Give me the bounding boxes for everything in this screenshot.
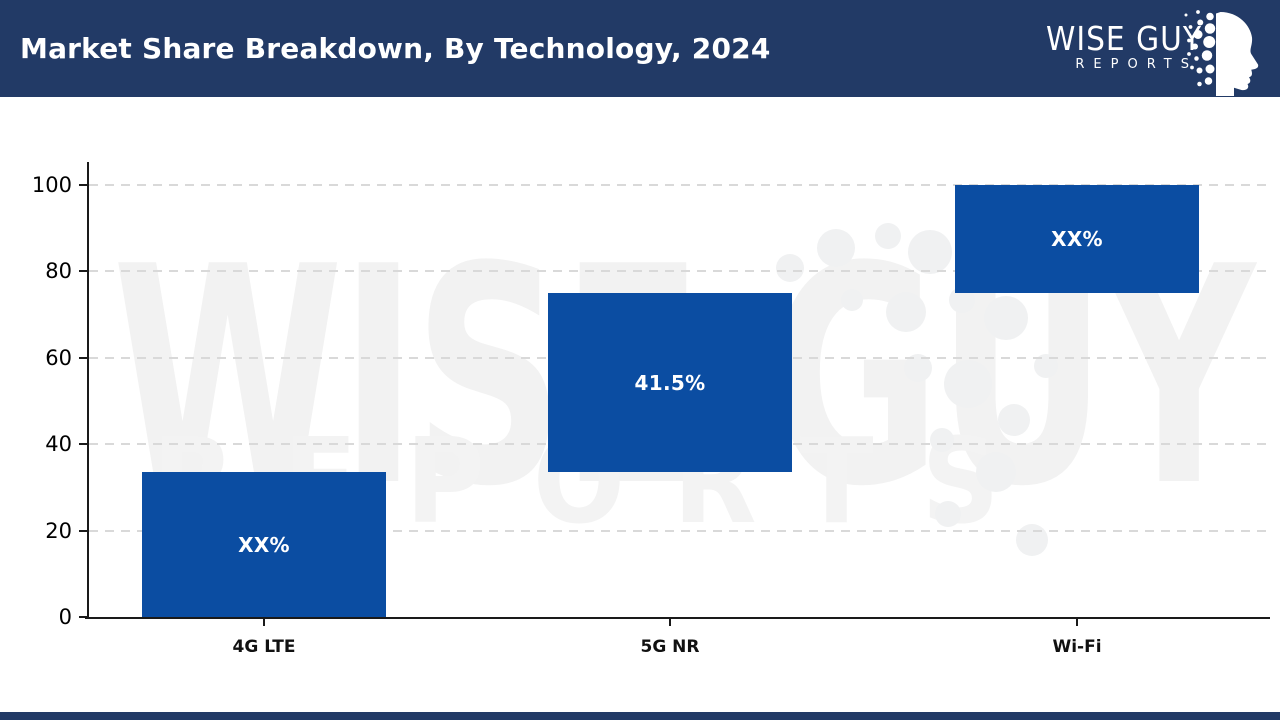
logo-face-icon bbox=[1184, 10, 1259, 96]
bar-value-label: 41.5% bbox=[634, 370, 706, 395]
bar-value-label: XX% bbox=[238, 532, 290, 557]
logo-wordmark: WISE GUY bbox=[1045, 19, 1202, 58]
y-tick-80 bbox=[79, 270, 87, 273]
y-tick-40 bbox=[79, 443, 87, 446]
y-tick-0 bbox=[79, 616, 87, 618]
x-tick-label-2: Wi-Fi bbox=[1052, 637, 1102, 657]
x-tick-label-1: 5G NR bbox=[640, 637, 700, 657]
gridline-80 bbox=[89, 270, 1268, 273]
page-title: Market Share Breakdown, By Technology, 2… bbox=[20, 32, 771, 65]
y-tick-label-20: 20 bbox=[45, 518, 72, 543]
x-axis-line bbox=[85, 617, 1270, 619]
y-tick-label-60: 60 bbox=[45, 345, 72, 370]
y-tick-20 bbox=[79, 529, 87, 532]
header-banner: Market Share Breakdown, By Technology, 2… bbox=[0, 0, 1280, 97]
x-tick-0 bbox=[263, 619, 265, 626]
y-tick-100 bbox=[79, 184, 87, 186]
y-tick-label-80: 80 bbox=[45, 259, 72, 284]
x-tick-label-0: 4G LTE bbox=[232, 637, 296, 657]
footer-bar bbox=[0, 712, 1280, 720]
y-axis-line bbox=[87, 162, 89, 619]
bar-4g-lte: XX% bbox=[142, 472, 386, 617]
gridline-20 bbox=[89, 529, 1268, 532]
y-tick-label-40: 40 bbox=[45, 432, 72, 457]
y-tick-label-0: 0 bbox=[58, 605, 72, 629]
y-tick-label-100: 100 bbox=[31, 173, 72, 197]
y-tick-60 bbox=[79, 356, 87, 359]
logo-subtext: REPORTS bbox=[1075, 57, 1198, 72]
x-tick-2 bbox=[1076, 619, 1078, 626]
x-tick-1 bbox=[669, 619, 671, 626]
bar-wi-fi: XX% bbox=[955, 185, 1199, 293]
gridline-100 bbox=[89, 184, 1268, 186]
wise-guy-reports-logo: WISE GUY REPORTS bbox=[1012, 6, 1262, 96]
bar-value-label: XX% bbox=[1051, 227, 1103, 251]
bar-5g-nr: 41.5% bbox=[548, 293, 792, 473]
